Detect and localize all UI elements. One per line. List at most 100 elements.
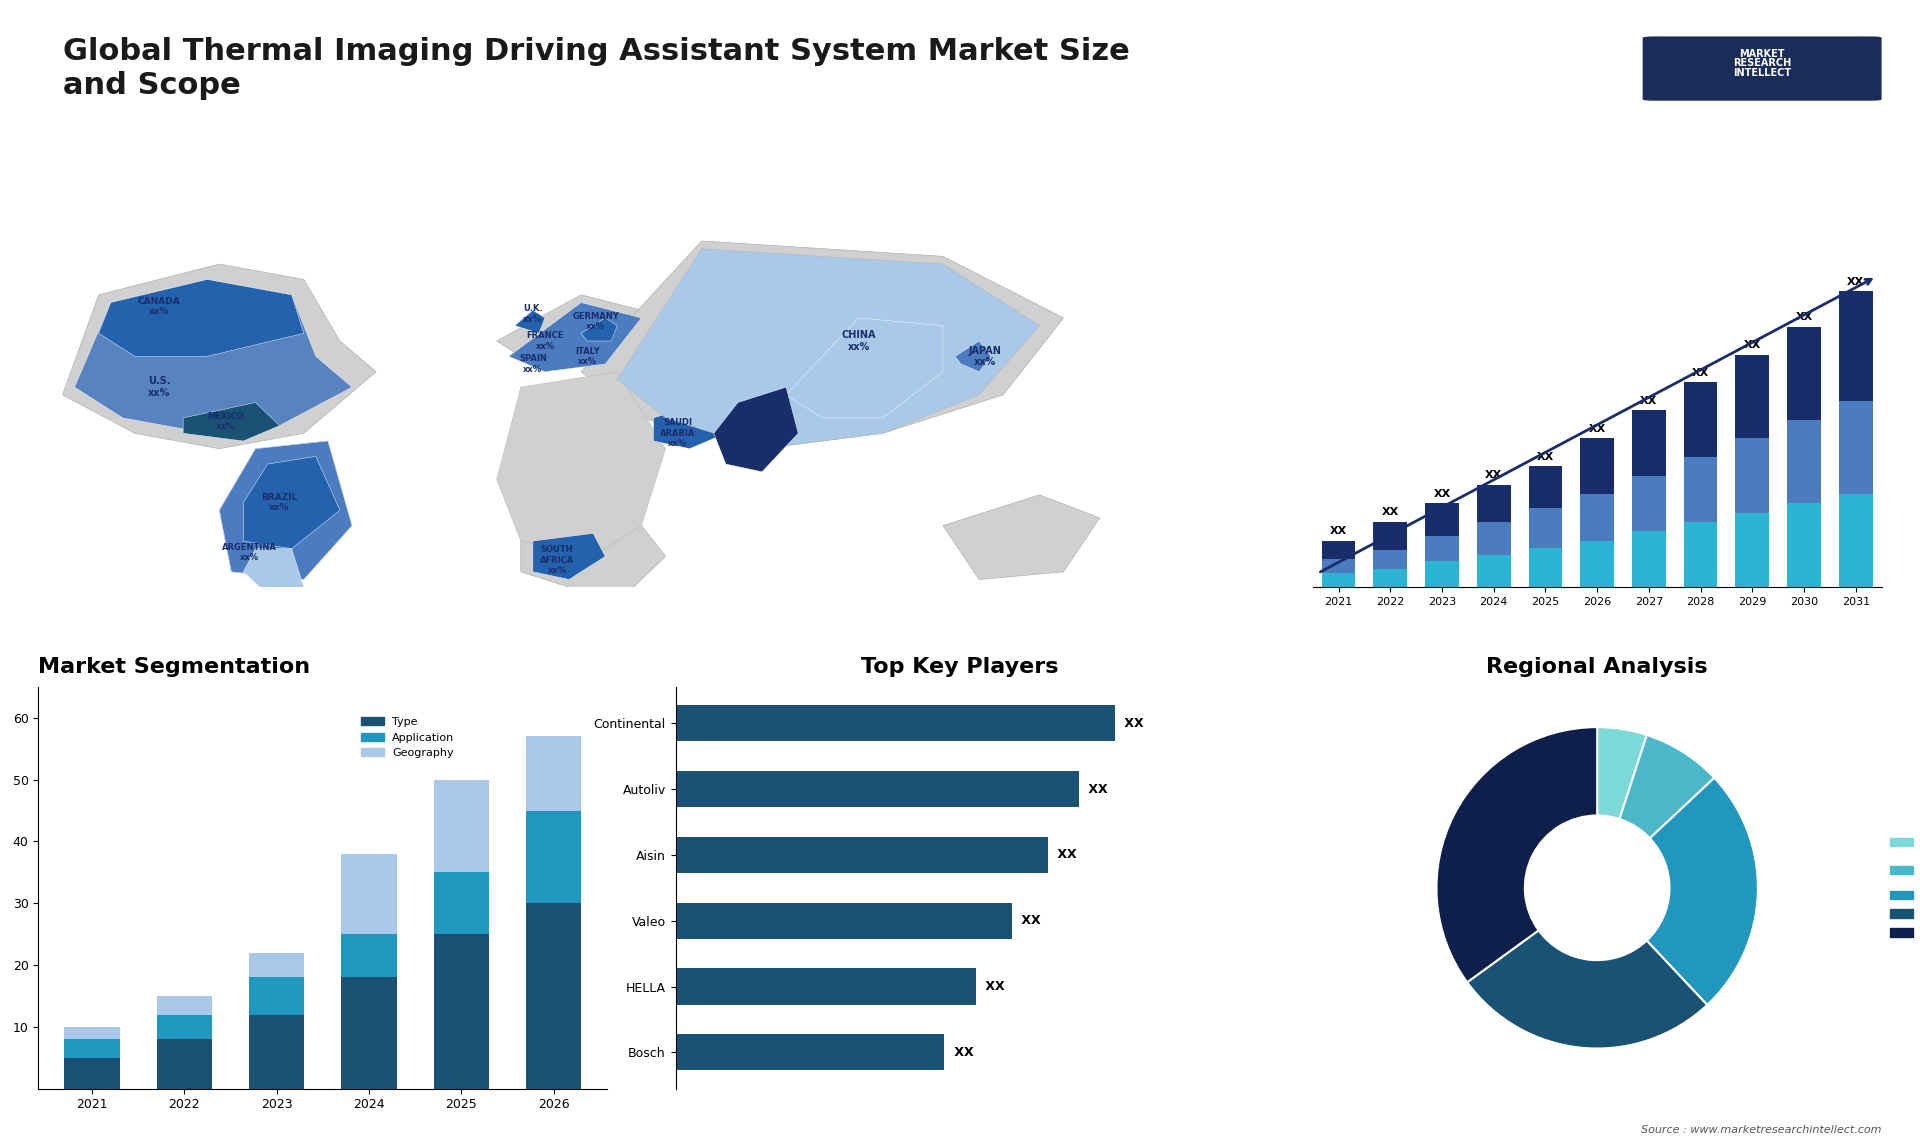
Bar: [157, 996, 211, 1014]
Text: XX: XX: [1018, 915, 1041, 927]
Bar: [1321, 573, 1356, 587]
Bar: [676, 1034, 945, 1070]
Bar: [526, 903, 582, 1089]
Bar: [1839, 401, 1872, 494]
Bar: [1736, 512, 1768, 587]
Wedge shape: [1597, 727, 1647, 819]
Text: BRAZIL
xx%: BRAZIL xx%: [261, 493, 298, 512]
Text: JAPAN
xx%: JAPAN xx%: [970, 346, 1002, 367]
Bar: [1632, 476, 1667, 532]
Title: Top Key Players: Top Key Players: [862, 657, 1058, 677]
Bar: [1321, 541, 1356, 559]
Text: CHINA
xx%: CHINA xx%: [841, 330, 876, 352]
Text: SOUTH
AFRICA
xx%: SOUTH AFRICA xx%: [540, 545, 574, 575]
Text: SAUDI
ARABIA
xx%: SAUDI ARABIA xx%: [660, 418, 695, 448]
Text: XX: XX: [1052, 848, 1077, 862]
Polygon shape: [618, 249, 1039, 449]
Text: XX: XX: [1692, 368, 1709, 378]
Bar: [434, 872, 490, 934]
Bar: [1373, 523, 1407, 550]
Text: FRANCE
xx%: FRANCE xx%: [526, 331, 564, 351]
Text: CANADA
xx%: CANADA xx%: [138, 297, 180, 316]
Text: Source : www.marketresearchintellect.com: Source : www.marketresearchintellect.com: [1642, 1124, 1882, 1135]
Title: Regional Analysis: Regional Analysis: [1486, 657, 1709, 677]
Bar: [676, 903, 1012, 939]
Wedge shape: [1619, 735, 1715, 839]
Polygon shape: [954, 342, 991, 371]
Bar: [157, 1039, 211, 1089]
Bar: [676, 705, 1116, 741]
Bar: [1580, 494, 1615, 541]
Polygon shape: [582, 241, 1064, 449]
Text: XX: XX: [981, 980, 1004, 994]
Bar: [526, 810, 582, 903]
Legend: Latin America, Middle East &
Africa, Asia Pacific, Europe, North America: Latin America, Middle East & Africa, Asi…: [1885, 831, 1920, 944]
Polygon shape: [509, 303, 641, 371]
Bar: [1684, 383, 1716, 457]
Bar: [1632, 410, 1667, 476]
FancyBboxPatch shape: [1644, 37, 1882, 101]
Bar: [1736, 354, 1768, 438]
Polygon shape: [244, 456, 340, 549]
Text: XX: XX: [1382, 508, 1400, 517]
Text: MARKET: MARKET: [1740, 48, 1786, 58]
Text: XX: XX: [1121, 716, 1144, 730]
Bar: [1528, 508, 1563, 548]
Text: XX: XX: [1536, 452, 1553, 462]
Text: XX: XX: [1484, 470, 1501, 480]
Bar: [250, 1014, 305, 1089]
Polygon shape: [244, 549, 303, 595]
Bar: [1839, 494, 1872, 587]
Text: MEXICO
xx%: MEXICO xx%: [207, 413, 244, 432]
Bar: [1684, 523, 1716, 587]
Bar: [1788, 503, 1820, 587]
Polygon shape: [534, 533, 605, 580]
Polygon shape: [98, 280, 303, 356]
Bar: [63, 1058, 119, 1089]
Text: ARGENTINA
xx%: ARGENTINA xx%: [223, 543, 276, 563]
Bar: [1580, 541, 1615, 587]
Polygon shape: [63, 264, 376, 449]
Bar: [63, 1039, 119, 1058]
Bar: [250, 978, 305, 1014]
Bar: [676, 771, 1079, 807]
Bar: [1684, 457, 1716, 523]
Polygon shape: [653, 402, 726, 449]
Text: XX: XX: [1640, 395, 1657, 406]
Polygon shape: [219, 441, 351, 580]
Polygon shape: [515, 311, 545, 333]
Bar: [1528, 548, 1563, 587]
Bar: [1321, 559, 1356, 573]
Polygon shape: [75, 280, 351, 433]
Text: XX: XX: [1434, 489, 1452, 499]
Wedge shape: [1436, 727, 1597, 982]
Text: SPAIN
xx%: SPAIN xx%: [518, 354, 547, 374]
Bar: [526, 737, 582, 810]
Bar: [676, 837, 1048, 873]
Bar: [1580, 438, 1615, 494]
Bar: [342, 978, 397, 1089]
Bar: [1476, 555, 1511, 587]
Text: XX: XX: [1847, 276, 1864, 286]
Text: XX: XX: [950, 1046, 973, 1059]
Polygon shape: [943, 495, 1100, 580]
Text: XX: XX: [1743, 340, 1761, 350]
Bar: [434, 934, 490, 1089]
Bar: [1425, 536, 1459, 562]
Polygon shape: [714, 387, 799, 472]
Text: Market Segmentation: Market Segmentation: [38, 657, 311, 677]
Text: XX: XX: [1795, 312, 1812, 322]
Bar: [1425, 503, 1459, 536]
Polygon shape: [497, 371, 666, 557]
Text: XX: XX: [1331, 526, 1348, 536]
Text: U.S.
xx%: U.S. xx%: [148, 376, 171, 398]
Polygon shape: [582, 317, 618, 342]
Polygon shape: [785, 317, 943, 418]
Polygon shape: [182, 402, 280, 441]
Bar: [1839, 291, 1872, 401]
Bar: [1425, 562, 1459, 587]
Bar: [1788, 327, 1820, 419]
Text: INDIA
xx%: INDIA xx%: [735, 434, 766, 456]
Legend: Type, Application, Geography: Type, Application, Geography: [357, 713, 459, 762]
Bar: [1373, 550, 1407, 568]
